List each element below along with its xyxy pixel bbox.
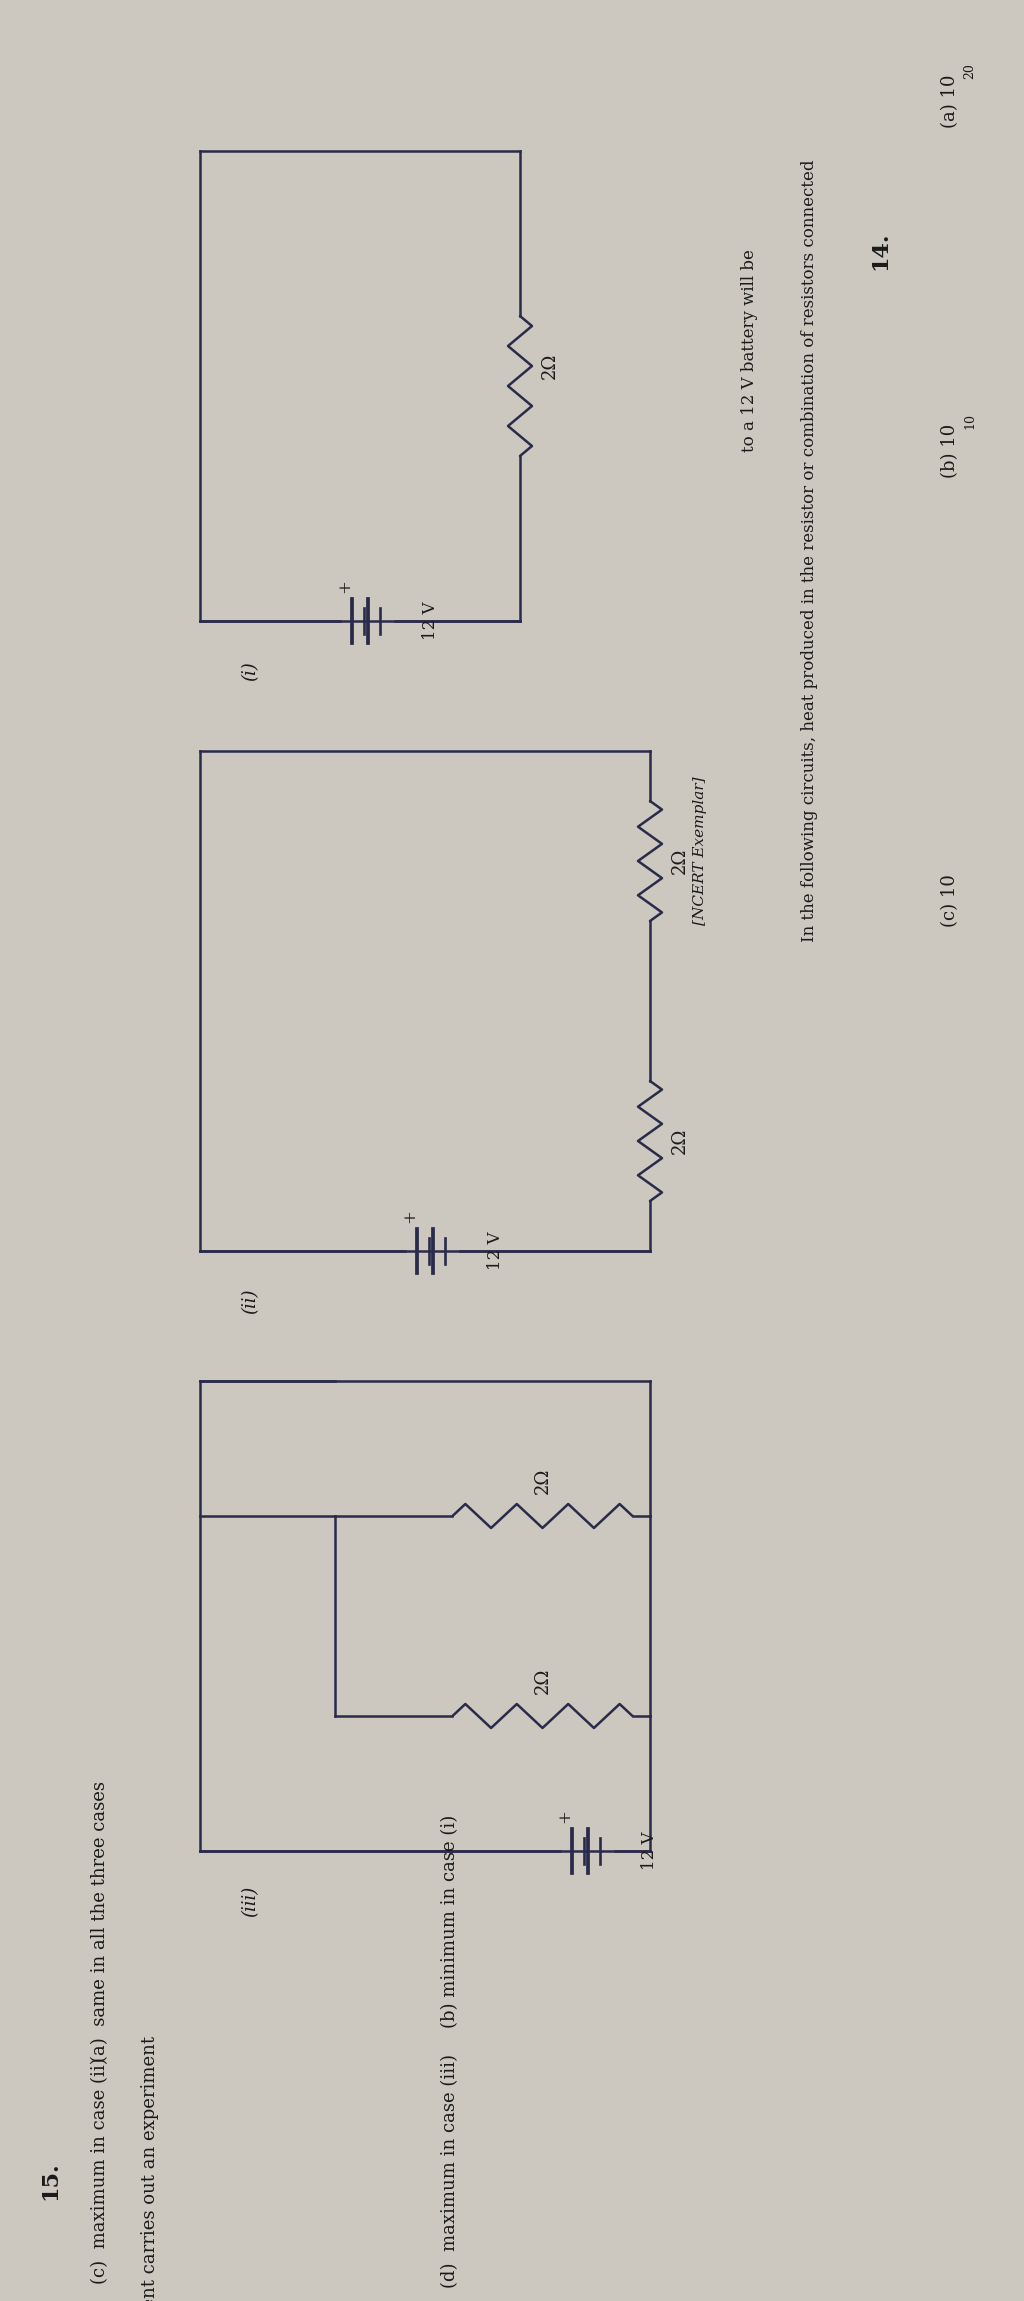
- Text: +: +: [337, 580, 353, 594]
- Text: A student carries out an experiment: A student carries out an experiment: [141, 2036, 159, 2301]
- Text: (b) 10: (b) 10: [941, 423, 959, 479]
- Text: (ii): (ii): [241, 1289, 259, 1314]
- Text: (b) minimum in case (i): (b) minimum in case (i): [441, 1815, 459, 2027]
- Text: 2Ω: 2Ω: [541, 352, 559, 380]
- Text: +: +: [401, 1208, 419, 1222]
- Text: (a)  same in all the three cases: (a) same in all the three cases: [91, 1781, 109, 2062]
- Text: 20: 20: [964, 62, 977, 78]
- Text: (c) 10: (c) 10: [941, 874, 959, 927]
- Text: 10: 10: [964, 412, 977, 428]
- Text: 2Ω: 2Ω: [534, 1668, 552, 1694]
- Text: 14.: 14.: [869, 232, 891, 269]
- Text: (d)  maximum in case (iii): (d) maximum in case (iii): [441, 2055, 459, 2287]
- Text: (a) 10: (a) 10: [941, 74, 959, 129]
- Text: 2Ω: 2Ω: [671, 847, 689, 874]
- Text: 2Ω: 2Ω: [671, 1127, 689, 1155]
- Text: [NCERT Exemplar]: [NCERT Exemplar]: [693, 778, 707, 925]
- Text: 12 V: 12 V: [422, 603, 438, 640]
- Text: (iii): (iii): [241, 1885, 259, 1917]
- Text: 12 V: 12 V: [641, 1832, 658, 1871]
- Text: to a 12 V battery will be: to a 12 V battery will be: [741, 249, 759, 453]
- Text: (c)  maximum in case (ii): (c) maximum in case (ii): [91, 2057, 109, 2285]
- Text: 12 V: 12 V: [486, 1231, 504, 1270]
- Text: 2Ω: 2Ω: [534, 1468, 552, 1493]
- Text: (i): (i): [241, 660, 259, 681]
- Text: 15.: 15.: [39, 2161, 61, 2200]
- Text: +: +: [556, 1809, 573, 1822]
- Text: In the following circuits, heat produced in the resistor or combination of resis: In the following circuits, heat produced…: [802, 159, 818, 941]
